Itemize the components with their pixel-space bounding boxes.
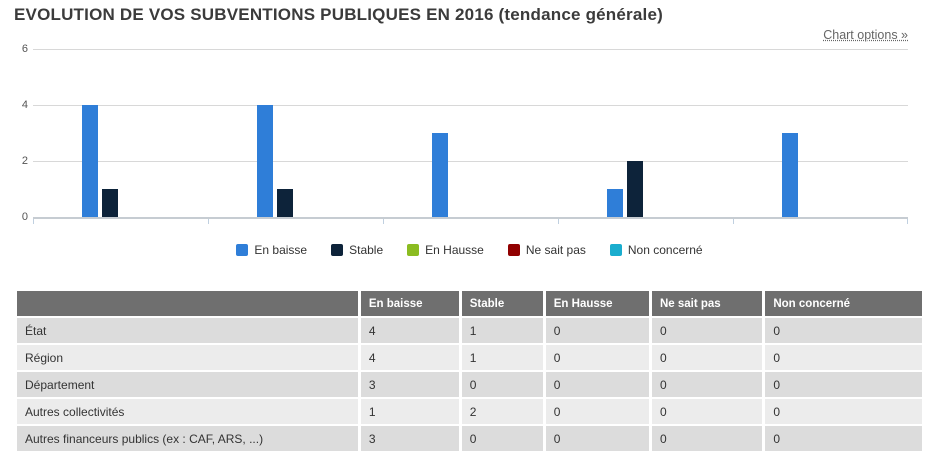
row-label-cell: Région <box>17 345 358 370</box>
value-cell: 0 <box>461 372 543 397</box>
x-axis-line <box>33 217 908 219</box>
results-table: En baisse Stable En Hausse Ne sait pas Non c… <box>14 289 925 453</box>
y-axis-label: 4 <box>21 99 28 111</box>
legend-label: Non concerné <box>627 243 703 257</box>
legend-label: Stable <box>349 243 384 257</box>
row-label-cell: État <box>17 318 358 343</box>
value-cell: 0 <box>545 318 649 343</box>
gridline <box>33 49 908 50</box>
value-cell: 2 <box>461 399 543 424</box>
value-cell: 0 <box>461 426 543 451</box>
value-cell: 0 <box>545 372 649 397</box>
table-header-cell: Ne sait pas <box>651 291 763 316</box>
bar-chart: 0 2 4 6 <box>22 43 908 224</box>
value-cell: 0 <box>545 426 649 451</box>
legend-item-ne-sait-pas[interactable]: Ne sait pas <box>507 243 586 257</box>
legend-label: En Hausse <box>425 243 484 257</box>
x-axis-tick <box>208 219 209 224</box>
legend-item-en-baisse[interactable]: En baisse <box>236 243 307 257</box>
value-cell: 1 <box>461 345 543 370</box>
y-axis-label: 2 <box>21 155 28 167</box>
table-row-autres-collectivites: Autres collectivités 1 2 0 0 0 <box>17 399 922 424</box>
plot-area: 0 2 4 6 <box>22 43 908 224</box>
row-label-cell: Autres financeurs publics (ex : CAF, ARS… <box>17 426 358 451</box>
value-cell: 4 <box>360 345 459 370</box>
bar-en-baisse-departement <box>432 133 448 217</box>
value-cell: 3 <box>360 426 459 451</box>
value-cell: 0 <box>765 345 922 370</box>
chart-legend: En baisse Stable En Hausse Ne sait pas Non c… <box>0 243 939 257</box>
bar-stable-autres-collectivites <box>627 161 643 217</box>
legend-swatch-en-baisse <box>236 244 249 256</box>
x-axis-tick <box>907 219 908 224</box>
x-axis-tick <box>733 219 734 224</box>
row-label-cell: Autres collectivités <box>17 399 358 424</box>
table-row-departement: Département 3 0 0 0 0 <box>17 372 922 397</box>
y-axis-label: 6 <box>21 43 28 55</box>
legend-label: Ne sait pas <box>525 243 586 257</box>
legend-item-en-hausse[interactable]: En Hausse <box>407 243 484 257</box>
value-cell: 0 <box>765 426 922 451</box>
legend-item-non-concerne[interactable]: Non concerné <box>609 243 703 257</box>
value-cell: 1 <box>360 399 459 424</box>
legend-swatch-non-concerne <box>609 244 622 256</box>
y-axis-label: 0 <box>21 211 28 223</box>
table-row-etat: État 4 1 0 0 0 <box>17 318 922 343</box>
x-axis-tick <box>383 219 384 224</box>
legend-swatch-stable <box>331 244 344 256</box>
bar-en-baisse-autres-financeurs-publics-ex-caf-ars <box>782 133 798 217</box>
value-cell: 3 <box>360 372 459 397</box>
legend-label: En baisse <box>254 243 308 257</box>
value-cell: 0 <box>651 399 763 424</box>
table-header-cell: En Hausse <box>545 291 649 316</box>
table-header-cell: En baisse <box>360 291 459 316</box>
value-cell: 0 <box>651 318 763 343</box>
gridline <box>33 105 908 106</box>
table-header-cell <box>17 291 358 316</box>
value-cell: 0 <box>651 372 763 397</box>
value-cell: 0 <box>545 345 649 370</box>
gridline <box>33 161 908 162</box>
value-cell: 0 <box>765 372 922 397</box>
value-cell: 0 <box>545 399 649 424</box>
bar-en-baisse-etat <box>82 105 98 217</box>
value-cell: 0 <box>765 399 922 424</box>
x-axis-tick <box>558 219 559 224</box>
table-header-row: En baisse Stable En Hausse Ne sait pas Non c… <box>17 291 922 316</box>
bar-en-baisse-region <box>257 105 273 217</box>
value-cell: 4 <box>360 318 459 343</box>
chart-options-link[interactable]: Chart options » <box>823 28 908 42</box>
page-title: EVOLUTION DE VOS SUBVENTIONS PUBLIQUES E… <box>14 5 663 24</box>
table-row-autres-financeurs-publics-ex-caf-ars: Autres financeurs publics (ex : CAF, ARS… <box>17 426 922 451</box>
row-label-cell: Département <box>17 372 358 397</box>
bar-en-baisse-autres-collectivites <box>607 189 623 217</box>
table-header-cell: Stable <box>461 291 543 316</box>
table-row-region: Région 4 1 0 0 0 <box>17 345 922 370</box>
value-cell: 0 <box>651 426 763 451</box>
legend-swatch-ne-sait-pas <box>507 244 520 256</box>
table-header-cell: Non concerné <box>765 291 922 316</box>
value-cell: 0 <box>765 318 922 343</box>
legend-swatch-en-hausse <box>407 244 420 256</box>
x-axis-tick <box>33 219 34 224</box>
legend-item-stable[interactable]: Stable <box>331 243 383 257</box>
value-cell: 1 <box>461 318 543 343</box>
bar-stable-etat <box>102 189 118 217</box>
results-table-wrapper: En baisse Stable En Hausse Ne sait pas Non c… <box>14 289 925 453</box>
value-cell: 0 <box>651 345 763 370</box>
bar-stable-region <box>277 189 293 217</box>
